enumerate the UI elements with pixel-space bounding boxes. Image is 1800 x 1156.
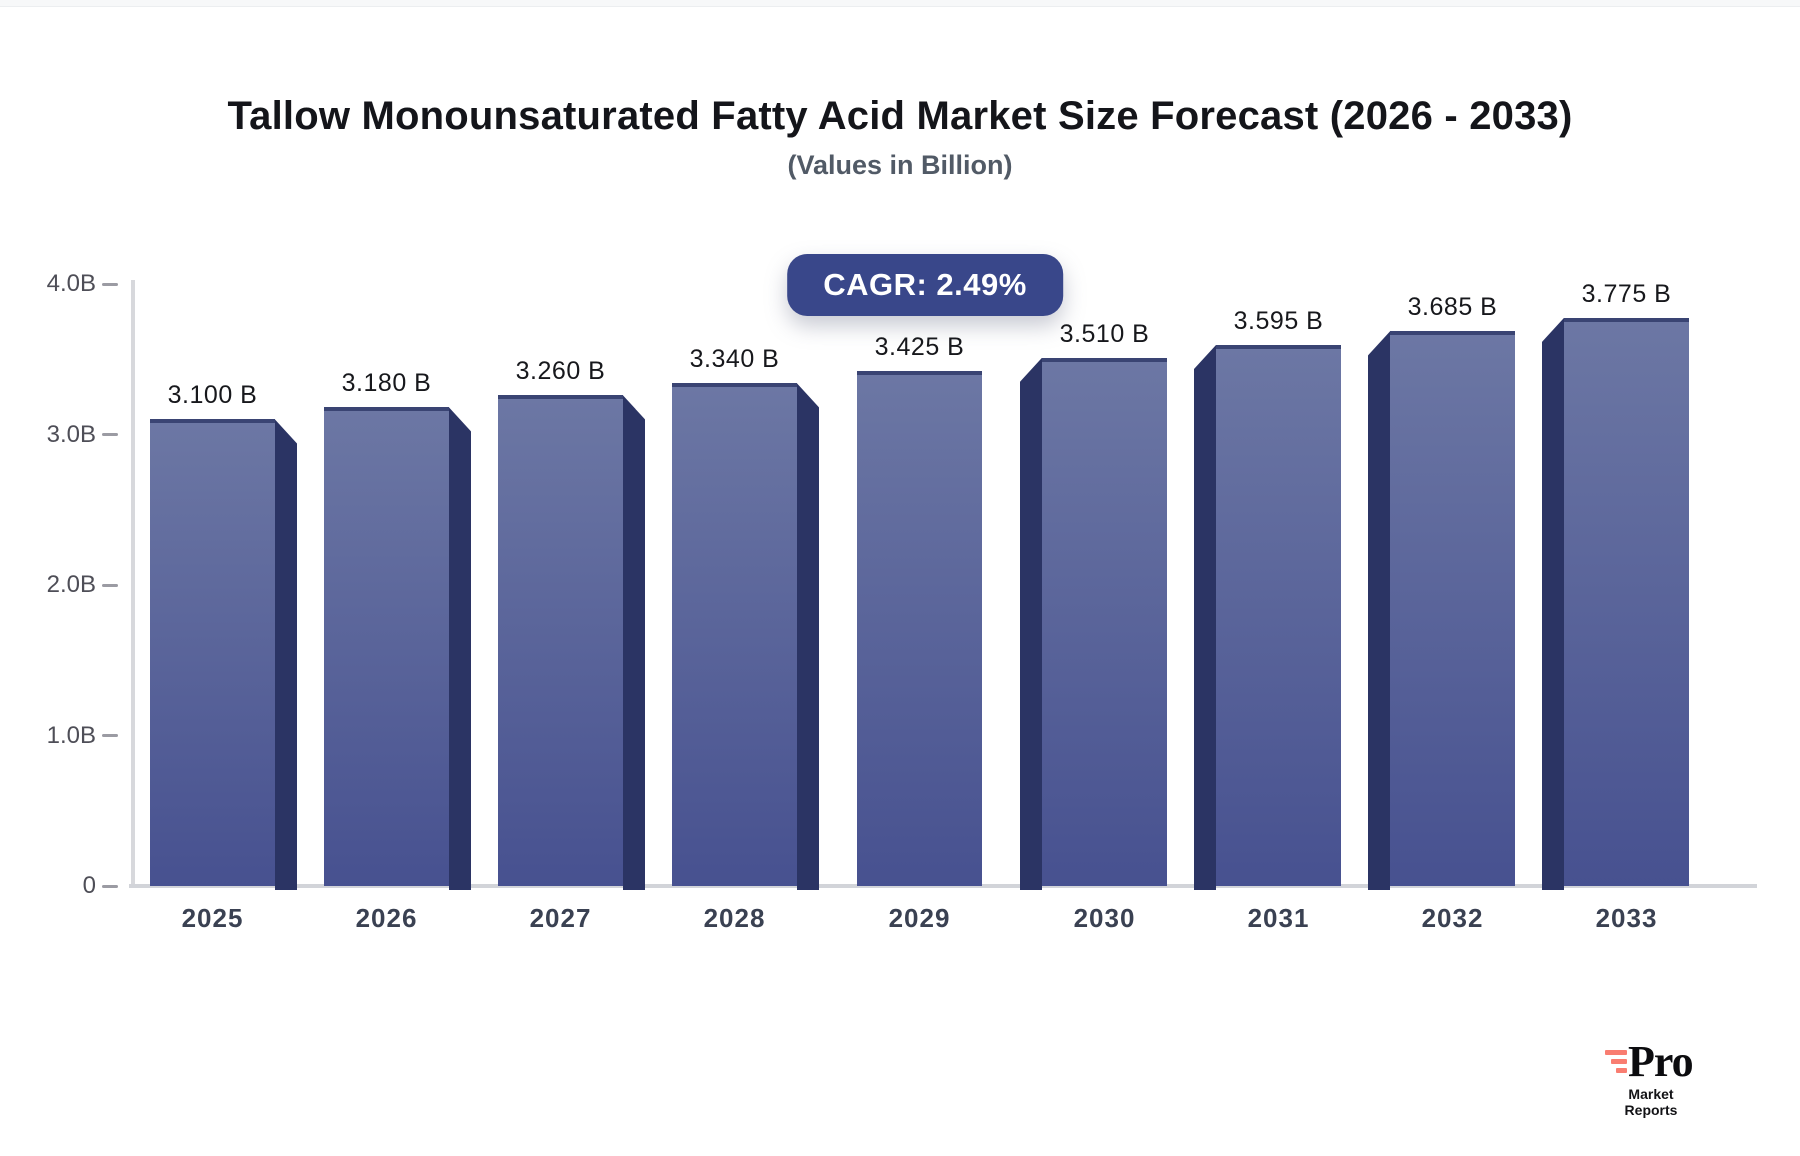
bar-side-face bbox=[1020, 357, 1042, 890]
bar-value-label: 3.425 B bbox=[874, 332, 965, 361]
logo-name: Pro bbox=[1628, 1037, 1694, 1086]
bar-2025[interactable] bbox=[150, 419, 275, 886]
bar-side-face bbox=[449, 407, 471, 890]
bar-value-label: 3.260 B bbox=[515, 357, 606, 386]
bar-side-face bbox=[797, 383, 819, 890]
x-axis-label-2029: 2029 bbox=[888, 903, 951, 933]
cagr-badge: CAGR: 2.49% bbox=[787, 254, 1063, 316]
x-axis-label-2028: 2028 bbox=[703, 903, 766, 933]
bar-side-face bbox=[275, 419, 297, 890]
x-axis-label-2025: 2025 bbox=[181, 903, 244, 933]
bar-2029[interactable] bbox=[857, 370, 982, 886]
x-axis-label-2032: 2032 bbox=[1421, 903, 1484, 933]
bar-side-face bbox=[623, 395, 645, 890]
x-axis-baseline bbox=[129, 884, 1757, 888]
x-axis-label-2033: 2033 bbox=[1595, 903, 1658, 933]
logo-flag-icon bbox=[1605, 1050, 1627, 1073]
y-axis-tick-label: 2.0B bbox=[46, 571, 96, 598]
brand-logo: Pro Market Reports bbox=[1605, 1040, 1705, 1118]
bar-2031[interactable] bbox=[1216, 344, 1341, 886]
bar-2033[interactable] bbox=[1564, 317, 1689, 886]
y-axis-tick-label: 4.0B bbox=[46, 270, 96, 297]
bar-2032[interactable] bbox=[1390, 331, 1515, 886]
bar-side-face bbox=[1368, 331, 1390, 890]
bar-value-label: 3.685 B bbox=[1407, 293, 1498, 322]
y-axis-line bbox=[131, 280, 135, 888]
x-axis-label-2026: 2026 bbox=[355, 903, 418, 933]
logo-tagline: Market Reports bbox=[1624, 1086, 1678, 1118]
y-axis-tick-mark bbox=[102, 884, 118, 888]
x-axis-label-2031: 2031 bbox=[1247, 903, 1310, 933]
x-axis-label-2027: 2027 bbox=[529, 903, 592, 933]
bar-value-label: 3.775 B bbox=[1581, 279, 1672, 308]
y-axis-tick-mark bbox=[102, 583, 118, 587]
bar-value-label: 3.595 B bbox=[1233, 306, 1324, 335]
bar-value-label: 3.100 B bbox=[167, 381, 258, 410]
y-axis-tick-mark bbox=[102, 282, 118, 286]
bar-value-label: 3.510 B bbox=[1059, 319, 1150, 348]
y-axis-tick-mark bbox=[102, 433, 118, 436]
bar-2027[interactable] bbox=[498, 395, 623, 886]
bar-2030[interactable] bbox=[1042, 357, 1167, 886]
bar-2028[interactable] bbox=[672, 383, 797, 886]
bar-2026[interactable] bbox=[324, 407, 449, 886]
chart-subtitle: (Values in Billion) bbox=[787, 150, 1013, 180]
top-border-strip bbox=[0, 0, 1800, 7]
bar-value-label: 3.180 B bbox=[341, 369, 432, 398]
y-axis-tick-label: 0 bbox=[82, 872, 96, 899]
bar-side-face bbox=[1542, 317, 1564, 890]
y-axis-tick-mark bbox=[102, 734, 118, 737]
y-axis-tick-label: 3.0B bbox=[46, 420, 96, 448]
x-axis-label-2030: 2030 bbox=[1073, 903, 1136, 933]
chart-title: Tallow Monounsaturated Fatty Acid Market… bbox=[227, 94, 1573, 138]
bar-value-label: 3.340 B bbox=[689, 345, 780, 374]
y-axis-tick-label: 1.0B bbox=[46, 721, 96, 749]
bar-side-face bbox=[1194, 344, 1216, 890]
